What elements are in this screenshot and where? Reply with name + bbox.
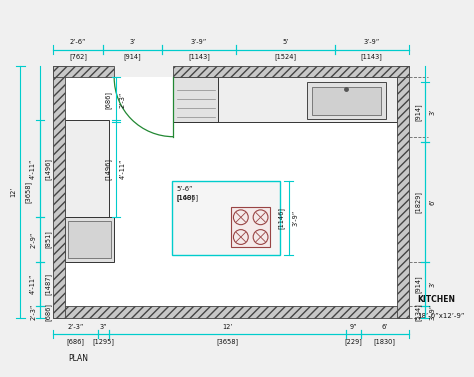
Text: [914]: [914] bbox=[123, 54, 141, 60]
Text: KITCHEN: KITCHEN bbox=[417, 296, 455, 305]
Text: 3’-9”: 3’-9” bbox=[292, 210, 299, 226]
Text: 4’-11”: 4’-11” bbox=[30, 158, 36, 179]
Text: [851]: [851] bbox=[44, 231, 51, 248]
Bar bbox=[173, 66, 409, 78]
Bar bbox=[65, 120, 109, 217]
Text: 5’: 5’ bbox=[282, 40, 288, 45]
Text: 18’-0”x12’-9”: 18’-0”x12’-9” bbox=[417, 313, 465, 319]
Text: 3’: 3’ bbox=[129, 40, 136, 45]
Text: 9”: 9” bbox=[350, 324, 357, 330]
Text: PLAN: PLAN bbox=[68, 354, 88, 363]
Text: [3658]: [3658] bbox=[25, 181, 31, 203]
Text: 3’-9”: 3’-9” bbox=[364, 40, 380, 45]
Bar bbox=[231, 207, 271, 247]
Text: [914]: [914] bbox=[414, 275, 421, 293]
Bar bbox=[54, 66, 114, 78]
Text: [762]: [762] bbox=[69, 54, 87, 60]
Text: 3’-9”: 3’-9” bbox=[429, 304, 435, 320]
Text: 2’-3”: 2’-3” bbox=[30, 303, 36, 320]
Text: 2’-9”: 2’-9” bbox=[30, 231, 36, 248]
Text: [1829]: [1829] bbox=[414, 191, 421, 213]
Text: [229]: [229] bbox=[345, 338, 363, 345]
Text: 2’-3”: 2’-3” bbox=[120, 92, 126, 108]
Text: 2’-6”: 2’-6” bbox=[70, 40, 86, 45]
Bar bbox=[54, 306, 409, 317]
Text: [686]: [686] bbox=[105, 91, 112, 109]
Bar bbox=[311, 87, 381, 115]
Text: [140]: [140] bbox=[177, 194, 194, 201]
Text: [1146]: [1146] bbox=[278, 207, 284, 229]
Text: 2’-3”: 2’-3” bbox=[67, 324, 84, 330]
Bar bbox=[54, 66, 65, 317]
Text: [686]: [686] bbox=[44, 303, 51, 321]
Bar bbox=[172, 181, 280, 255]
Bar bbox=[307, 83, 385, 119]
Text: 3”: 3” bbox=[100, 324, 107, 330]
Text: [914]: [914] bbox=[414, 103, 421, 121]
Text: 12’: 12’ bbox=[10, 187, 16, 197]
Text: [1295]: [1295] bbox=[92, 338, 115, 345]
Bar bbox=[65, 78, 397, 306]
Bar bbox=[173, 78, 397, 122]
Text: [686]: [686] bbox=[66, 338, 84, 345]
Text: [1496]: [1496] bbox=[44, 158, 51, 180]
Text: 6’: 6’ bbox=[382, 324, 388, 330]
Text: [1524]: [1524] bbox=[274, 54, 296, 60]
Bar bbox=[65, 217, 114, 262]
Text: 4’-11”: 4’-11” bbox=[120, 158, 126, 179]
Text: [1830]: [1830] bbox=[374, 338, 396, 345]
Text: [1496]: [1496] bbox=[105, 158, 112, 180]
Text: [1487]: [1487] bbox=[44, 273, 51, 295]
Text: [3658]: [3658] bbox=[217, 338, 239, 345]
Text: [534]: [534] bbox=[414, 303, 421, 321]
Text: 5’-6”: 5’-6” bbox=[177, 186, 193, 192]
Bar bbox=[173, 78, 218, 122]
Text: 3’: 3’ bbox=[429, 109, 435, 115]
Text: [1686]: [1686] bbox=[177, 194, 199, 201]
Bar bbox=[68, 221, 111, 258]
Text: 6’: 6’ bbox=[429, 198, 435, 205]
Bar bbox=[397, 66, 409, 317]
Text: 12’: 12’ bbox=[222, 324, 233, 330]
Text: 3’-9”: 3’-9” bbox=[191, 40, 207, 45]
Text: 4’-11”: 4’-11” bbox=[30, 274, 36, 294]
Text: [1143]: [1143] bbox=[188, 54, 210, 60]
Text: [1143]: [1143] bbox=[361, 54, 383, 60]
Text: 3’: 3’ bbox=[429, 281, 435, 287]
